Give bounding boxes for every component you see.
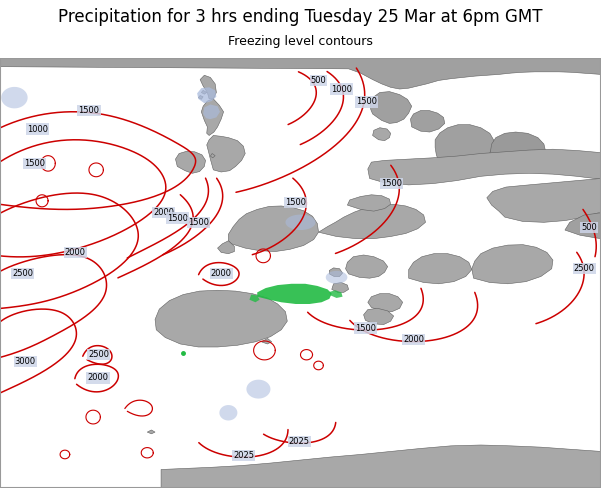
Polygon shape [368, 149, 601, 185]
Polygon shape [347, 195, 391, 211]
Text: 2025: 2025 [289, 437, 310, 446]
Polygon shape [1, 87, 28, 108]
Polygon shape [319, 204, 426, 239]
Polygon shape [285, 215, 316, 230]
Polygon shape [257, 284, 332, 304]
Polygon shape [197, 87, 216, 103]
Polygon shape [364, 308, 394, 325]
Polygon shape [487, 179, 601, 223]
Text: 2500: 2500 [88, 350, 109, 359]
Text: 3000: 3000 [14, 357, 36, 366]
Polygon shape [435, 125, 494, 168]
Text: 2000: 2000 [153, 208, 174, 217]
Polygon shape [246, 380, 270, 399]
Polygon shape [161, 445, 601, 488]
Polygon shape [565, 213, 601, 239]
Polygon shape [218, 241, 234, 254]
Text: 2000: 2000 [65, 248, 85, 257]
Text: Precipitation for 3 hrs ending Tuesday 25 Mar at 6pm GMT: Precipitation for 3 hrs ending Tuesday 2… [58, 8, 543, 26]
Text: 1500: 1500 [25, 159, 45, 168]
Polygon shape [203, 104, 220, 119]
Text: 1500: 1500 [356, 98, 377, 106]
Text: 1500: 1500 [355, 324, 376, 332]
Polygon shape [332, 283, 349, 292]
Polygon shape [472, 244, 553, 284]
Text: 1500: 1500 [167, 214, 188, 223]
Polygon shape [210, 154, 215, 158]
Text: 1500: 1500 [382, 179, 402, 188]
Polygon shape [219, 405, 237, 421]
Polygon shape [329, 290, 343, 298]
Polygon shape [155, 290, 287, 347]
Text: 1000: 1000 [331, 84, 352, 94]
Text: 500: 500 [581, 224, 597, 232]
Polygon shape [228, 206, 319, 251]
Text: 2500: 2500 [13, 269, 33, 278]
Polygon shape [326, 271, 347, 284]
Text: 2000: 2000 [88, 373, 108, 383]
Text: 1000: 1000 [27, 124, 47, 134]
Text: 2500: 2500 [574, 264, 594, 273]
Polygon shape [147, 430, 155, 434]
Polygon shape [175, 151, 206, 173]
Polygon shape [373, 128, 391, 141]
Text: 500: 500 [311, 76, 326, 85]
Polygon shape [200, 75, 216, 99]
Polygon shape [346, 255, 388, 278]
Polygon shape [261, 338, 272, 344]
Polygon shape [490, 132, 546, 171]
Text: 2025: 2025 [233, 451, 254, 460]
Polygon shape [329, 268, 343, 277]
Text: 1500: 1500 [188, 218, 209, 227]
Polygon shape [410, 110, 445, 132]
Polygon shape [409, 254, 472, 284]
Polygon shape [198, 96, 203, 100]
Text: 1500: 1500 [79, 106, 99, 115]
Polygon shape [201, 99, 224, 136]
Polygon shape [370, 92, 412, 123]
Text: 1500: 1500 [285, 198, 306, 206]
Text: 2000: 2000 [403, 335, 424, 344]
Text: Freezing level contours: Freezing level contours [228, 35, 373, 48]
Polygon shape [249, 295, 260, 302]
Polygon shape [368, 294, 403, 312]
Polygon shape [0, 58, 601, 89]
Polygon shape [201, 90, 207, 94]
Polygon shape [207, 136, 245, 172]
Text: 2000: 2000 [211, 269, 231, 278]
